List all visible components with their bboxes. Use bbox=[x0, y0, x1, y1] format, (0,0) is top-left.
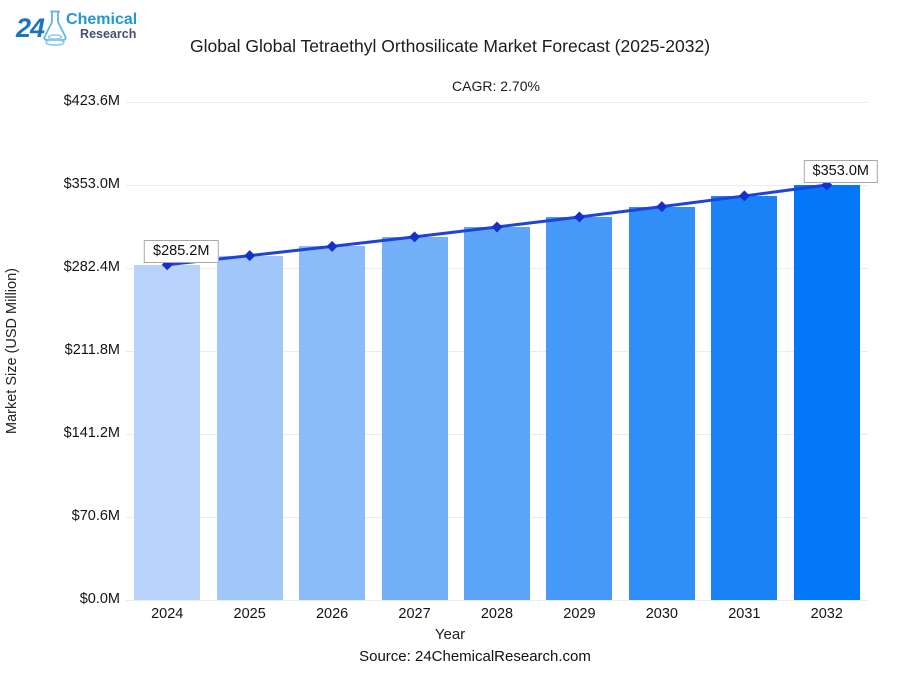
x-tick-label: 2030 bbox=[645, 606, 678, 622]
source-caption: Source: 24ChemicalResearch.com bbox=[359, 648, 591, 665]
y-tick-label: $70.6M bbox=[71, 508, 120, 524]
y-tick-label: $141.2M bbox=[63, 425, 120, 441]
y-tick-label: $211.8M bbox=[64, 342, 120, 358]
y-tick-label: $423.6M bbox=[63, 93, 120, 109]
gridline bbox=[126, 102, 868, 103]
chart-subtitle: CAGR: 2.70% bbox=[452, 78, 540, 94]
bar-2024 bbox=[134, 264, 201, 600]
bar-2032 bbox=[793, 185, 860, 600]
bar-2028 bbox=[464, 226, 530, 600]
bar-2026 bbox=[299, 246, 366, 600]
data-label: $285.2M bbox=[144, 239, 219, 263]
logo-words: Chemical Research bbox=[66, 11, 137, 41]
x-tick-label: 2032 bbox=[810, 606, 843, 622]
bar-2029 bbox=[546, 216, 613, 600]
x-tick-label: 2031 bbox=[728, 606, 761, 622]
x-axis-title: Year bbox=[434, 626, 466, 643]
brand-logo: 24 Chemical Research bbox=[16, 8, 137, 52]
bar-2025 bbox=[216, 255, 283, 600]
x-tick-label: 2024 bbox=[151, 606, 184, 622]
logo-word-research: Research bbox=[80, 27, 137, 41]
x-tick-label: 2028 bbox=[480, 606, 514, 622]
logo-number: 24 bbox=[16, 13, 45, 43]
y-tick-label: $353.0M bbox=[63, 176, 120, 192]
gridline bbox=[126, 185, 868, 186]
chart-title: Global Global Tetraethyl Orthosilicate M… bbox=[189, 36, 711, 56]
bar-2031 bbox=[711, 195, 778, 600]
x-tick-label: 2027 bbox=[398, 606, 431, 622]
y-tick-label: $282.4M bbox=[63, 259, 120, 275]
x-tick-label: 2026 bbox=[315, 606, 349, 622]
bar-2030 bbox=[628, 206, 695, 600]
bar-2027 bbox=[381, 236, 448, 600]
y-tick-label: $0.0M bbox=[79, 591, 120, 607]
flask-icon bbox=[43, 10, 67, 46]
logo-word-chemical: Chemical bbox=[66, 11, 138, 28]
x-tick-label: 2025 bbox=[233, 606, 266, 622]
data-label: $353.0M bbox=[803, 160, 878, 183]
x-tick-label: 2029 bbox=[563, 606, 596, 622]
gridline bbox=[126, 600, 868, 601]
